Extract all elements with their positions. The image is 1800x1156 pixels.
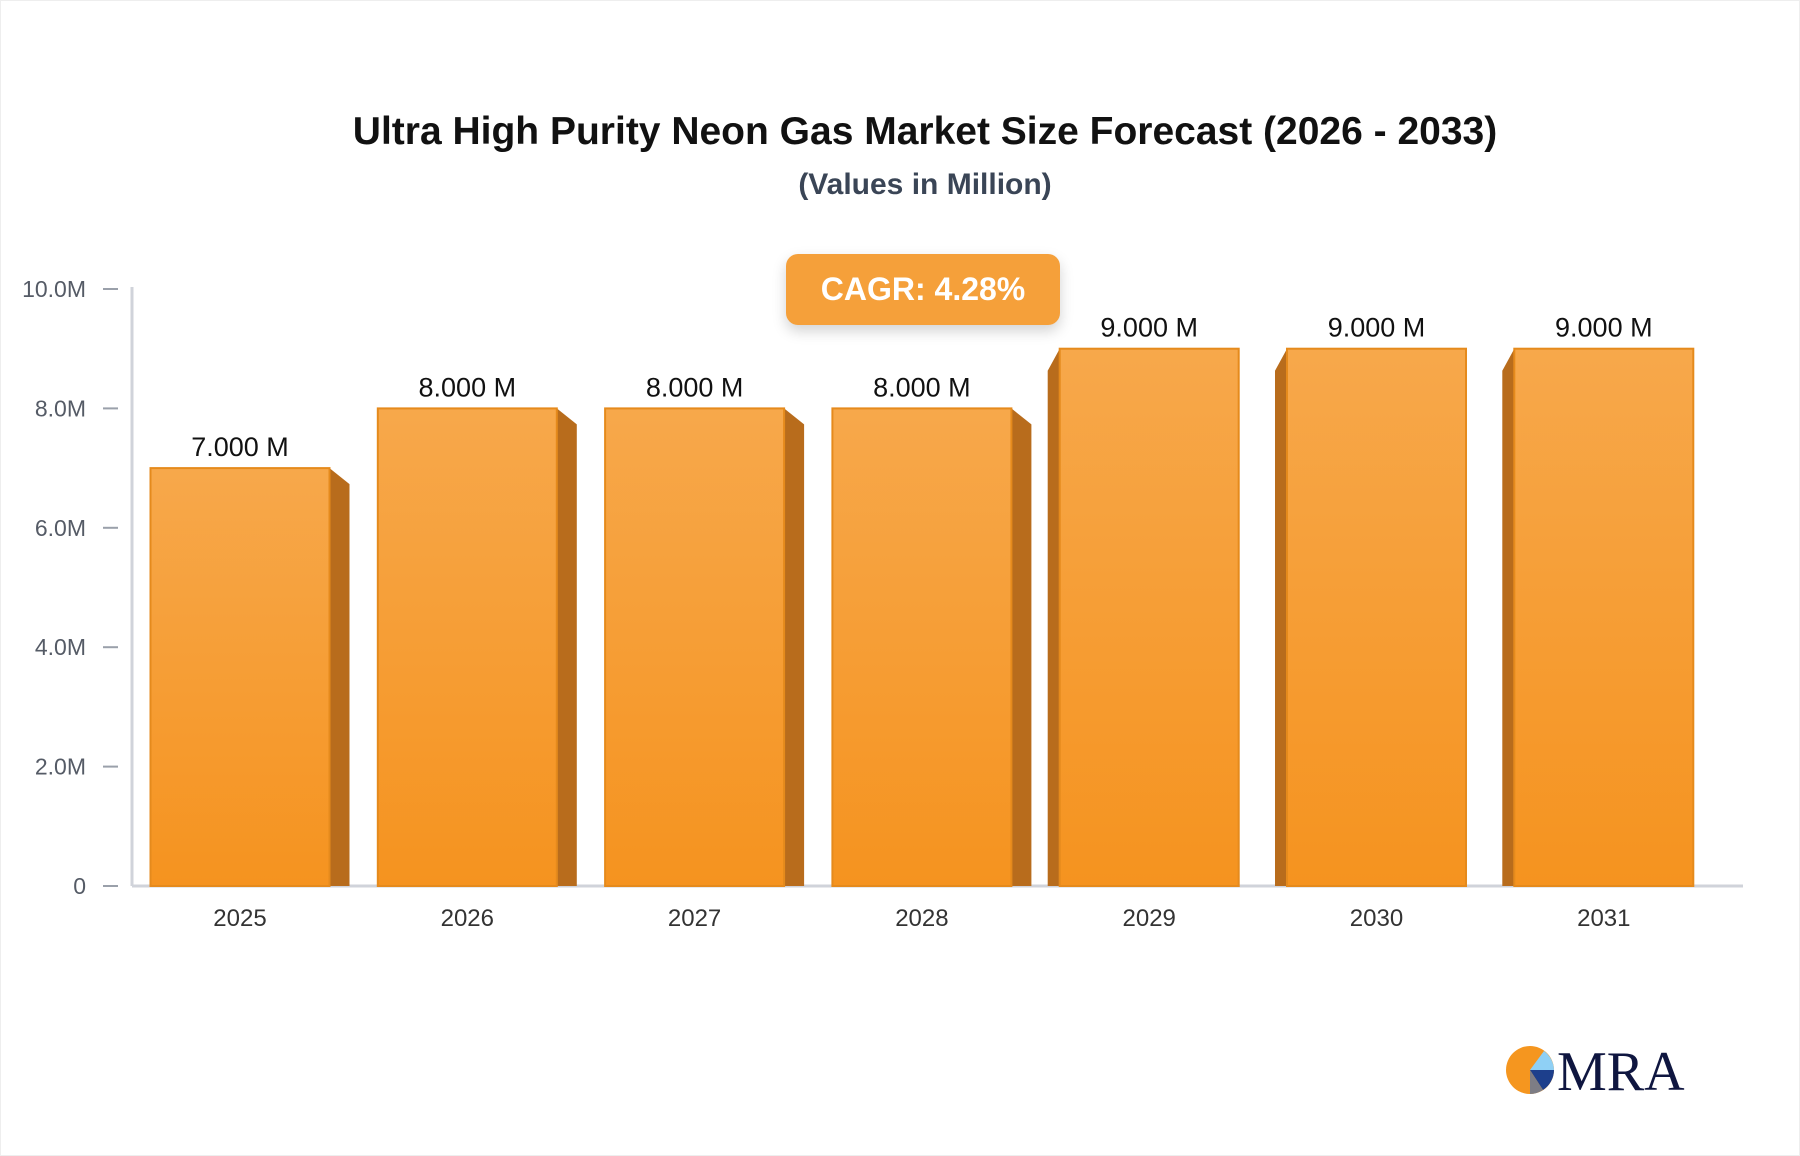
bar-side [329, 468, 350, 886]
x-tick-label: 2028 [895, 905, 948, 932]
bar-2031 [1513, 347, 1695, 887]
bar-2026 [376, 407, 558, 887]
bar-side [784, 408, 805, 886]
data-label: 8.000 M [646, 372, 744, 402]
bar-side [1502, 348, 1515, 886]
x-tick-label: 2030 [1350, 905, 1403, 932]
x-tick-label: 2031 [1577, 905, 1630, 932]
data-label: 9.000 M [1328, 313, 1426, 343]
y-tick-label: 2.0M [35, 754, 86, 780]
x-tick-label: 2029 [1123, 905, 1176, 932]
logo-text: MRA [1557, 1041, 1685, 1100]
bar-side [556, 408, 577, 886]
bar-2030 [1286, 347, 1467, 887]
y-tick-label: 8.0M [35, 395, 86, 421]
chart-title: Ultra High Purity Neon Gas Market Size F… [352, 110, 1498, 153]
chart-subtitle: (Values in Million) [798, 168, 1052, 201]
y-tick-label: 4.0M [35, 634, 86, 660]
bar-2027 [604, 407, 786, 887]
y-tick-label: 0 [73, 873, 86, 899]
bar-2029 [1058, 347, 1240, 887]
bar-side [1047, 348, 1060, 886]
x-tick-label: 2027 [668, 905, 721, 932]
cagr-badge: CAGR: 4.28% [786, 254, 1060, 325]
data-label: 9.000 M [1100, 313, 1198, 343]
y-tick-label: 6.0M [35, 515, 86, 541]
data-label: 8.000 M [873, 372, 971, 402]
mra-logo: MRA [1506, 1041, 1685, 1100]
data-label: 9.000 M [1555, 313, 1653, 343]
bar-side [1011, 408, 1032, 886]
x-tick-label: 2026 [441, 905, 494, 932]
bar-2025 [149, 467, 331, 887]
bar-side [1275, 348, 1287, 886]
data-label: 8.000 M [419, 372, 517, 402]
y-tick-label: 10.0M [22, 276, 86, 302]
bar-2028 [831, 407, 1013, 887]
x-tick-label: 2025 [213, 905, 266, 932]
data-label: 7.000 M [191, 432, 289, 462]
